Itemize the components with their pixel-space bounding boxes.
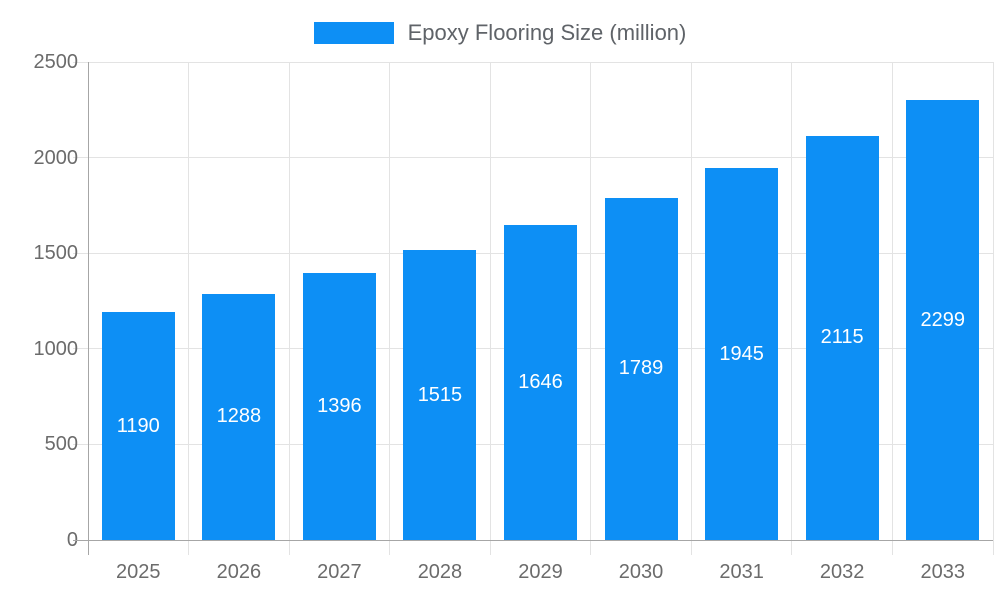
y-axis-label: 1000 <box>33 337 79 360</box>
gridline-horizontal <box>88 157 993 159</box>
bar-value-label: 1646 <box>518 371 563 394</box>
x-axis-line <box>73 539 993 541</box>
legend-swatch-icon <box>313 22 394 44</box>
y-axis-label: 0 <box>0 526 78 554</box>
bar: 1190 <box>101 312 175 540</box>
bar-value-label: 1945 <box>719 342 764 365</box>
x-axis-label: 2031 <box>719 561 764 583</box>
y-axis-label: 2500 <box>33 51 79 73</box>
y-axis-tick <box>73 61 88 63</box>
plot-area: 0500100015002000250011902025128820261396… <box>34 51 994 583</box>
x-axis-label: 2027 <box>317 561 362 583</box>
x-axis-label: 2033 <box>920 561 965 583</box>
y-axis-tick <box>73 348 88 350</box>
bar: 1288 <box>202 293 276 540</box>
y-axis-label: 500 <box>44 433 78 456</box>
bar-value-label: 1789 <box>618 357 664 380</box>
gridline-vertical <box>188 62 190 555</box>
bar-value-label: 1396 <box>317 395 362 418</box>
x-axis-label: 2032 <box>819 561 865 583</box>
bar: 1646 <box>504 225 577 540</box>
legend-item[interactable]: Epoxy Flooring Size (million) <box>0 21 1000 45</box>
y-axis-label: 1500 <box>33 242 79 265</box>
bar: 2299 <box>906 100 980 540</box>
x-axis-label: 2029 <box>518 561 563 583</box>
bar-value-label: 1515 <box>417 383 463 406</box>
bar-value-label: 2299 <box>920 308 965 331</box>
bar: 1515 <box>403 250 477 540</box>
gridline-vertical <box>590 62 592 555</box>
gridline-horizontal <box>88 61 993 63</box>
gridline-vertical <box>389 62 391 555</box>
bar: 2115 <box>805 135 879 540</box>
gridline-vertical <box>690 62 692 555</box>
y-axis-tick <box>73 157 88 159</box>
bar: 1396 <box>302 273 376 540</box>
gridline-vertical <box>288 62 290 555</box>
gridline-vertical <box>791 62 793 555</box>
gridline-vertical <box>489 62 491 555</box>
bar-value-label: 1190 <box>116 414 160 437</box>
bar-value-label: 1288 <box>216 405 262 428</box>
x-axis-label: 2028 <box>417 561 463 583</box>
gridline-vertical <box>992 62 994 555</box>
legend-label: Epoxy Flooring Size (million) <box>407 20 687 45</box>
gridline-vertical <box>891 62 893 555</box>
bar: 1945 <box>705 168 779 540</box>
x-axis-label: 2025 <box>116 561 161 583</box>
y-axis-label: 2000 <box>33 146 79 169</box>
x-axis-label: 2026 <box>216 561 262 583</box>
x-axis-label: 2030 <box>618 561 664 583</box>
bar: 1789 <box>604 197 678 540</box>
y-axis-tick <box>73 443 88 445</box>
bar-value-label: 2115 <box>820 326 864 349</box>
y-axis-line <box>87 62 89 555</box>
y-axis-tick <box>73 252 88 254</box>
